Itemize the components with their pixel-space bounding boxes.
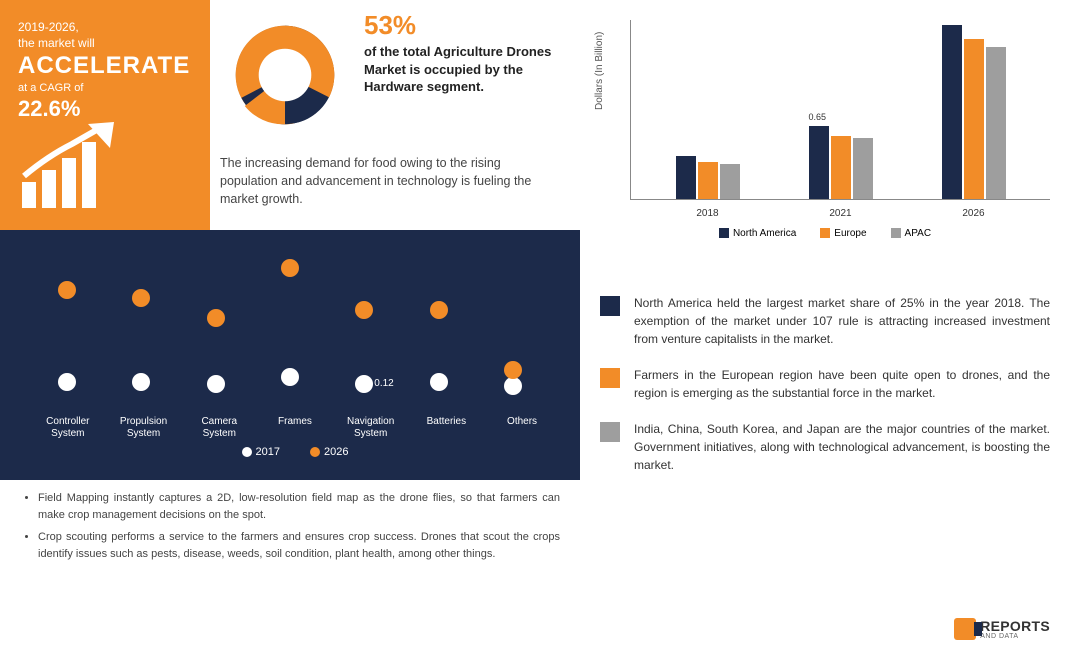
bar-callout: 0.65 <box>809 112 827 122</box>
scatter-panel: 0.12 Controller SystemPropulsion SystemC… <box>0 230 580 480</box>
scatter-point-2017 <box>355 375 373 393</box>
donut-description: The increasing demand for food owing to … <box>220 154 560 208</box>
region-text: India, China, South Korea, and Japan are… <box>634 420 1050 474</box>
bar <box>831 136 851 199</box>
region-item: Farmers in the European region have been… <box>600 366 1050 402</box>
donut-percent: 53% <box>364 10 560 41</box>
logo-sub: AND DATA <box>980 633 1050 640</box>
region-text: Farmers in the European region have been… <box>634 366 1050 402</box>
scatter-plot: 0.12 <box>30 250 560 410</box>
scatter-category-label: Propulsion System <box>109 416 179 440</box>
scatter-legend-2026: 2026 <box>324 446 348 458</box>
scatter-point-2026 <box>504 361 522 379</box>
region-color-icon <box>600 368 620 388</box>
accel-cagr: 22.6% <box>18 96 192 122</box>
bar-group: 2018 <box>676 156 740 199</box>
region-list: North America held the largest market sh… <box>600 294 1050 492</box>
scatter-legend-2017: 2017 <box>256 446 280 458</box>
bar-legend: North America Europe APAC <box>600 228 1050 239</box>
region-color-icon <box>600 296 620 316</box>
scatter-point-2017 <box>504 377 522 395</box>
donut-panel: 53% of the total Agriculture Drones Mark… <box>210 0 580 230</box>
donut-chart <box>220 10 350 140</box>
scatter-point-2026 <box>355 301 373 319</box>
accelerate-panel: 2019-2026, the market will ACCELERATE at… <box>0 0 210 230</box>
bar-legend-item: Europe <box>820 228 866 239</box>
logo-icon <box>954 618 976 640</box>
scatter-category-label: Navigation System <box>336 416 406 440</box>
scatter-point-2017 <box>58 373 76 391</box>
region-item: India, China, South Korea, and Japan are… <box>600 420 1050 474</box>
scatter-point-2026 <box>430 301 448 319</box>
bar-y-label: Dollars (In Billion) <box>594 32 605 110</box>
bar-legend-item: North America <box>719 228 796 239</box>
bar <box>942 25 962 199</box>
bar-x-label: 2021 <box>829 208 851 219</box>
bullet-1: Field Mapping instantly captures a 2D, l… <box>38 490 560 523</box>
accel-subtext-1: the market will <box>18 36 192 50</box>
bar <box>698 162 718 199</box>
scatter-point-2026 <box>132 289 150 307</box>
scatter-category-label: Frames <box>260 416 330 440</box>
bar <box>986 47 1006 199</box>
scatter-category-label: Camera System <box>184 416 254 440</box>
bar: 0.65 <box>809 126 829 199</box>
growth-chart-icon <box>18 122 118 212</box>
scatter-point-2026 <box>58 281 76 299</box>
scatter-point-2017 <box>207 375 225 393</box>
region-item: North America held the largest market sh… <box>600 294 1050 348</box>
bar-x-label: 2018 <box>696 208 718 219</box>
accel-word: ACCELERATE <box>18 52 192 80</box>
bar <box>853 138 873 199</box>
region-text: North America held the largest market sh… <box>634 294 1050 348</box>
scatter-category-label: Others <box>487 416 557 440</box>
bar <box>720 164 740 199</box>
bar-legend-item: APAC <box>891 228 932 239</box>
logo-name: REPORTS <box>980 619 1050 633</box>
bar <box>676 156 696 199</box>
scatter-point-2017 <box>132 373 150 391</box>
donut-text: of the total Agriculture Drones Market i… <box>364 43 560 96</box>
region-color-icon <box>600 422 620 442</box>
scatter-category-label: Controller System <box>33 416 103 440</box>
accel-subtext-2: at a CAGR of <box>18 82 192 94</box>
scatter-point-2017 <box>430 373 448 391</box>
scatter-callout: 0.12 <box>374 378 393 389</box>
brand-logo: REPORTS AND DATA <box>954 618 1050 640</box>
scatter-point-2017 <box>281 368 299 386</box>
bar-chart: Dollars (In Billion) 20180.6520212026 No… <box>600 20 1050 270</box>
scatter-legend: 2017 2026 <box>30 446 560 458</box>
scatter-point-2026 <box>207 309 225 327</box>
bullet-list: Field Mapping instantly captures a 2D, l… <box>0 480 580 578</box>
bar <box>964 39 984 199</box>
scatter-point-2026 <box>281 259 299 277</box>
bar-x-label: 2026 <box>962 208 984 219</box>
scatter-category-label: Batteries <box>411 416 481 440</box>
bar-group: 2026 <box>942 25 1006 199</box>
bullet-2: Crop scouting performs a service to the … <box>38 529 560 562</box>
accel-years: 2019-2026, <box>18 20 192 34</box>
bar-group: 0.652021 <box>809 126 873 199</box>
